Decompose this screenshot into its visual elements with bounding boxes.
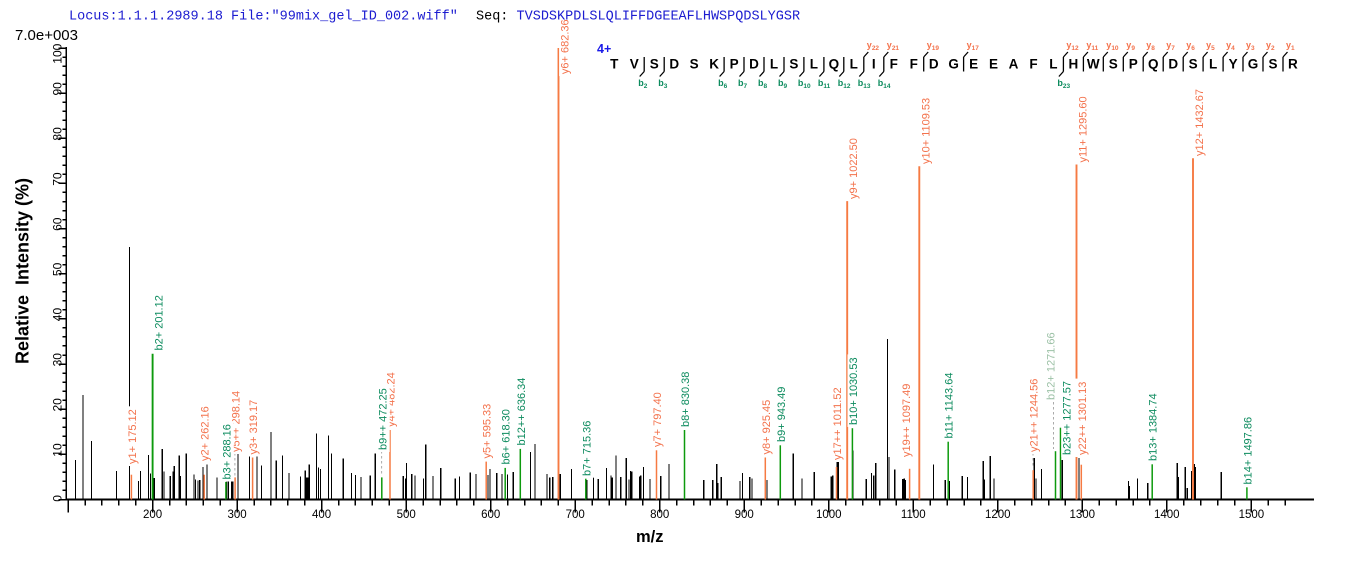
svg-text:y21++ 1244.56: y21++ 1244.56	[1029, 379, 1041, 452]
svg-text:900: 900	[735, 509, 754, 521]
svg-text:b6: b6	[718, 78, 728, 90]
svg-text:4+: 4+	[597, 42, 611, 56]
svg-text:1100: 1100	[901, 509, 926, 521]
svg-text:y7: y7	[1166, 40, 1175, 52]
svg-text:b6+ 618.30: b6+ 618.30	[501, 409, 513, 464]
svg-text:y8+ 925.45: y8+ 925.45	[761, 400, 773, 455]
svg-text:y6+ 682.36: y6+ 682.36	[560, 19, 572, 74]
svg-text:1300: 1300	[1070, 509, 1096, 521]
svg-text:y2+ 262.16: y2+ 262.16	[200, 406, 212, 461]
svg-text:b8: b8	[758, 78, 768, 90]
svg-text:b10+ 1030.53: b10+ 1030.53	[848, 357, 860, 425]
svg-text:70: 70	[51, 172, 65, 186]
svg-text:b13+ 1384.74: b13+ 1384.74	[1148, 393, 1160, 461]
svg-text:b2+ 201.12: b2+ 201.12	[154, 295, 166, 350]
svg-text:y5: y5	[1206, 40, 1215, 52]
svg-text:b12++ 636.34: b12++ 636.34	[516, 378, 528, 446]
svg-text:y9+ 1022.50: y9+ 1022.50	[848, 138, 860, 199]
svg-text:400: 400	[312, 509, 331, 521]
svg-text:b3+ 288.16: b3+ 288.16	[221, 424, 233, 479]
svg-text:10: 10	[51, 443, 65, 457]
svg-text:y4: y4	[1226, 40, 1235, 52]
svg-text:b9++ 472.25: b9++ 472.25	[377, 388, 389, 450]
svg-text:40: 40	[51, 308, 65, 322]
svg-text:TVSDSKPDLSLQLIFFDGEEAFLHWSPQDS: TVSDSKPDLSLQLIFFDGEEAFLHWSPQDSLYGSR	[610, 57, 1298, 72]
svg-text:1500: 1500	[1239, 509, 1265, 521]
svg-text:1200: 1200	[985, 509, 1011, 521]
svg-text:b9: b9	[778, 78, 788, 90]
svg-text:100: 100	[51, 43, 65, 63]
svg-text:b3: b3	[658, 78, 668, 90]
svg-text:700: 700	[566, 509, 585, 521]
svg-text:b9+ 943.49: b9+ 943.49	[776, 387, 788, 442]
svg-text:y12+ 1432.67: y12+ 1432.67	[1194, 89, 1206, 156]
svg-text:20: 20	[51, 398, 65, 412]
svg-text:80: 80	[51, 127, 65, 141]
svg-text:b11+ 1143.64: b11+ 1143.64	[944, 373, 956, 439]
svg-text:b7+ 715.36: b7+ 715.36	[581, 421, 593, 476]
svg-text:b12+ 1271.66: b12+ 1271.66	[1046, 332, 1058, 400]
svg-text:200: 200	[143, 509, 162, 521]
svg-text:y19++ 1097.49: y19++ 1097.49	[901, 384, 913, 457]
svg-text:7.0e+003: 7.0e+003	[15, 27, 78, 44]
svg-text:b2: b2	[638, 78, 648, 90]
svg-text:y2: y2	[1266, 40, 1275, 52]
svg-text:b23++ 1277.57: b23++ 1277.57	[1062, 381, 1074, 455]
svg-text:500: 500	[397, 509, 416, 521]
svg-text:y7+ 797.40: y7+ 797.40	[652, 392, 664, 447]
svg-text:Seq: TVSDSKPDLSLQLIFFDGEEAFLHW: Seq: TVSDSKPDLSLQLIFFDGEEAFLHWSPQDSLYGSR	[476, 10, 800, 25]
svg-text:b8+ 830.38: b8+ 830.38	[680, 372, 692, 427]
svg-text:50: 50	[51, 262, 65, 276]
svg-text:y9: y9	[1126, 40, 1135, 52]
svg-text:800: 800	[650, 509, 669, 521]
svg-text:90: 90	[51, 82, 65, 96]
svg-text:m/z: m/z	[636, 528, 664, 546]
svg-text:y8: y8	[1146, 40, 1155, 52]
svg-text:y6: y6	[1186, 40, 1195, 52]
svg-text:0: 0	[51, 495, 65, 502]
svg-text:300: 300	[228, 509, 247, 521]
svg-text:600: 600	[481, 509, 500, 521]
svg-text:b14+ 1497.86: b14+ 1497.86	[1242, 417, 1254, 485]
svg-text:Relative Intensity (%): Relative Intensity (%)	[13, 178, 33, 364]
svg-text:y3: y3	[1246, 40, 1255, 52]
svg-text:y10+ 1109.53: y10+ 1109.53	[920, 98, 932, 164]
svg-text:y1: y1	[1286, 40, 1295, 52]
svg-text:30: 30	[51, 353, 65, 367]
svg-text:y17++ 1011.52: y17++ 1011.52	[832, 387, 844, 460]
svg-text:Locus:1.1.1.2989.18 File:"99mi: Locus:1.1.1.2989.18 File:"99mix_gel_ID_0…	[69, 10, 458, 25]
svg-text:1400: 1400	[1154, 509, 1180, 521]
svg-text:y11+ 1295.60: y11+ 1295.60	[1078, 96, 1090, 162]
svg-text:b7: b7	[738, 78, 748, 90]
svg-text:y22++ 1301.13: y22++ 1301.13	[1077, 382, 1089, 455]
svg-text:y5+ 595.33: y5+ 595.33	[482, 404, 494, 459]
svg-text:1000: 1000	[816, 509, 842, 521]
svg-text:y1+ 175.12: y1+ 175.12	[127, 409, 139, 464]
svg-text:y3+ 319.17: y3+ 319.17	[248, 400, 260, 455]
svg-text:60: 60	[51, 217, 65, 231]
